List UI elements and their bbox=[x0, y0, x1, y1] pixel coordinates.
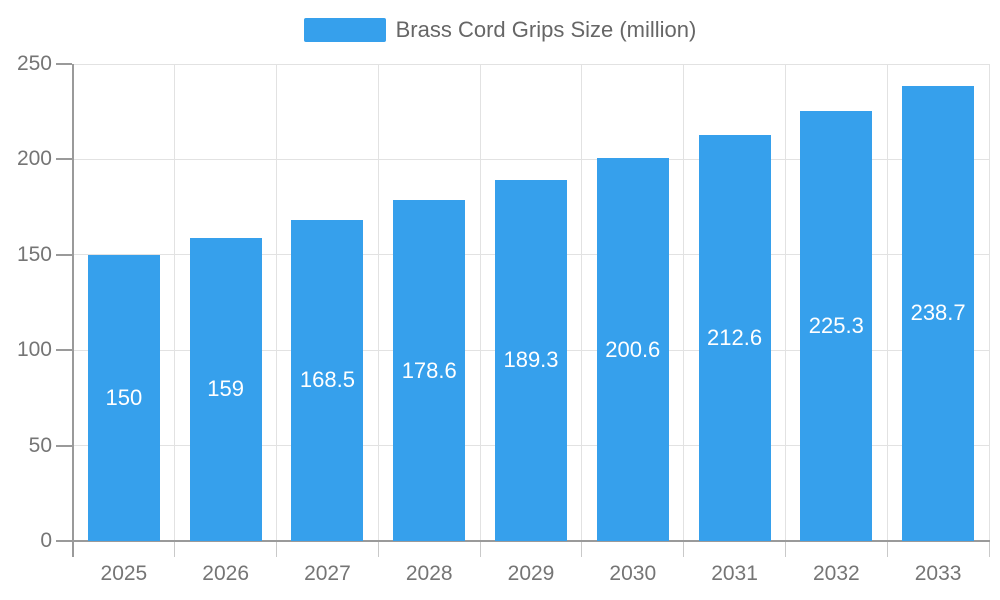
x-axis-tick bbox=[886, 541, 888, 557]
horizontal-gridline bbox=[73, 63, 989, 65]
x-axis-tick bbox=[784, 541, 786, 557]
bar-2029: 189.3 bbox=[495, 179, 567, 541]
bar-2026: 159 bbox=[189, 237, 262, 541]
x-axis-tick-label: 2028 bbox=[405, 562, 453, 585]
vertical-gridline bbox=[784, 64, 786, 541]
vertical-gridline bbox=[276, 64, 278, 541]
y-axis-line bbox=[72, 64, 74, 557]
x-axis-tick-label: 2030 bbox=[609, 562, 657, 585]
bar-2031: 212.6 bbox=[698, 135, 771, 541]
x-axis-tick-label: 2026 bbox=[202, 562, 250, 585]
vertical-gridline bbox=[886, 64, 888, 541]
bar-2032: 225.3 bbox=[800, 111, 873, 541]
x-axis-tick bbox=[988, 541, 990, 557]
y-axis-tick-label: 100 bbox=[16, 338, 52, 362]
bar-value-label: 238.7 bbox=[910, 300, 966, 326]
y-axis-tick bbox=[56, 158, 72, 161]
bar-2033: 238.7 bbox=[902, 85, 975, 541]
x-axis-tick bbox=[276, 541, 278, 557]
y-axis-tick-label: 0 bbox=[40, 529, 52, 552]
y-axis-tick bbox=[56, 349, 72, 352]
legend-swatch bbox=[303, 18, 386, 42]
x-axis-tick bbox=[174, 541, 176, 557]
bar-value-label: 200.6 bbox=[605, 336, 661, 362]
x-axis-tick-label: 2031 bbox=[711, 562, 758, 585]
horizontal-gridline bbox=[73, 158, 989, 160]
x-axis-tick bbox=[377, 541, 379, 557]
chart-legend: Brass Cord Grips Size (million) bbox=[0, 17, 1000, 43]
plot-area: 0 50 100 150 200 250 150 2025 159 2026 168.5 2027 17… bbox=[17, 52, 990, 585]
x-axis-tick bbox=[479, 541, 481, 557]
bar-2027: 168.5 bbox=[291, 219, 364, 541]
vertical-gridline bbox=[988, 64, 990, 541]
x-axis-tick-label: 2027 bbox=[304, 562, 351, 585]
bar-value-label: 159 bbox=[207, 376, 245, 402]
bar-2030: 200.6 bbox=[596, 158, 669, 541]
bar-value-label: 150 bbox=[105, 384, 143, 410]
vertical-gridline bbox=[479, 64, 481, 541]
vertical-gridline bbox=[174, 64, 176, 541]
x-axis-tick bbox=[581, 541, 583, 557]
y-axis-tick-label: 200 bbox=[16, 147, 52, 171]
legend-label: Brass Cord Grips Size (million) bbox=[395, 17, 697, 42]
y-axis-tick bbox=[56, 63, 72, 65]
bar-2028: 178.6 bbox=[393, 200, 466, 541]
bar-value-label: 168.5 bbox=[299, 367, 355, 393]
x-axis-tick-label: 2025 bbox=[100, 562, 148, 585]
y-axis-tick-label: 50 bbox=[28, 433, 52, 457]
x-axis-tick-label: 2029 bbox=[507, 562, 555, 585]
y-axis-tick bbox=[56, 253, 72, 256]
vertical-gridline bbox=[683, 64, 685, 541]
x-axis-tick bbox=[683, 541, 685, 557]
y-axis-tick bbox=[56, 444, 72, 447]
bar-value-label: 212.6 bbox=[707, 325, 763, 351]
x-axis-line bbox=[72, 540, 990, 542]
y-axis-tick bbox=[56, 540, 72, 542]
bar-value-label: 178.6 bbox=[401, 357, 457, 383]
legend-item-brass-cord-grips[interactable]: Brass Cord Grips Size (million) bbox=[303, 17, 697, 43]
y-axis-tick-label: 250 bbox=[16, 52, 52, 75]
vertical-gridline bbox=[377, 64, 379, 541]
y-axis-tick-label: 150 bbox=[16, 242, 52, 266]
x-axis-tick-label: 2032 bbox=[812, 562, 860, 585]
bar-2025: 150 bbox=[87, 254, 160, 541]
x-axis-tick-label: 2033 bbox=[914, 562, 962, 585]
bar-value-label: 189.3 bbox=[503, 347, 559, 373]
bar-value-label: 225.3 bbox=[808, 313, 864, 339]
vertical-gridline bbox=[581, 64, 583, 541]
